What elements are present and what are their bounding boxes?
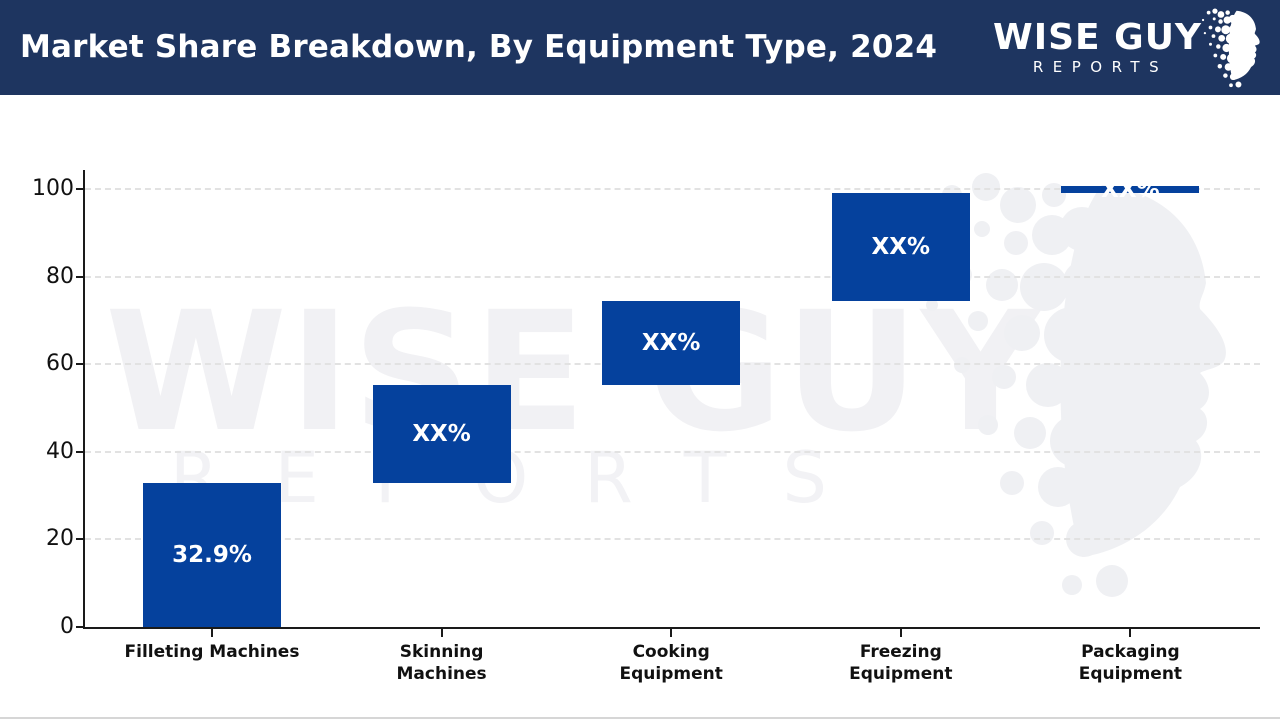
wiseguy-logo: WISE GUY REPORTS [993,7,1266,89]
gridline [85,275,1260,278]
gridline [85,188,1260,190]
y-tick-mark [76,538,83,541]
x-tick-mark [670,629,673,637]
gridline [85,450,1260,453]
bar-value-label: XX% [1101,176,1160,203]
y-tick-label: 60 [46,351,74,377]
x-category-label: Freezing Equipment [849,642,953,685]
x-tick-mark [899,629,902,637]
x-category-label: Packaging Equipment [1078,642,1183,685]
y-tick-label: 20 [46,526,74,552]
y-tick-label: 100 [32,176,74,201]
x-axis-line [83,627,1260,629]
bar-value-label: XX% [641,329,701,356]
y-tick-mark [76,275,83,278]
bar-segment: XX% [602,300,741,386]
watermark-wordmark: WISE GUY [105,276,1043,468]
header: Market Share Breakdown, By Equipment Typ… [0,0,1280,95]
y-tick-label: 80 [46,263,74,289]
x-tick-mark [211,629,213,637]
gridline [85,538,1260,541]
plot-region: 32.9% Filleting Machines XX% Skinning Machi… [76,170,1260,684]
x-category-label: Skinning Machines [396,642,487,685]
y-tick-mark [76,450,83,453]
logo-face-icon [1201,7,1260,88]
x-category-label: Filleting Machines [124,642,300,662]
page-title: Market Share Breakdown, By Equipment Typ… [20,29,938,66]
bar-value-label: XX% [871,233,931,260]
logo-text: WISE GUY REPORTS [993,20,1202,75]
footer-divider [0,717,1280,719]
x-tick-mark [1129,629,1132,637]
bar-value-label: XX% [412,421,471,448]
bar-segment: XX% [1061,177,1200,203]
chart-area: WISE GUY REPORTS 0 20 40 60 80 100 32.9% Fille… [0,95,1280,720]
y-tick-label: 0 [60,614,74,639]
bar-segment: XX% [372,385,511,483]
y-tick-mark [76,188,83,190]
y-tick-label: 40 [46,438,74,464]
bar-value-label: 32.9% [172,541,252,568]
x-tick-mark [440,629,443,637]
logo-wordmark: WISE GUY [992,17,1202,58]
x-category-label: Cooking Equipment [619,642,723,685]
y-tick-mark [76,626,83,628]
bar-segment: XX% [831,192,970,301]
y-tick-mark [76,363,83,366]
bar-segment: 32.9% [143,482,281,627]
logo-subtitle: REPORTS [1032,58,1169,76]
y-axis-line [83,170,85,629]
